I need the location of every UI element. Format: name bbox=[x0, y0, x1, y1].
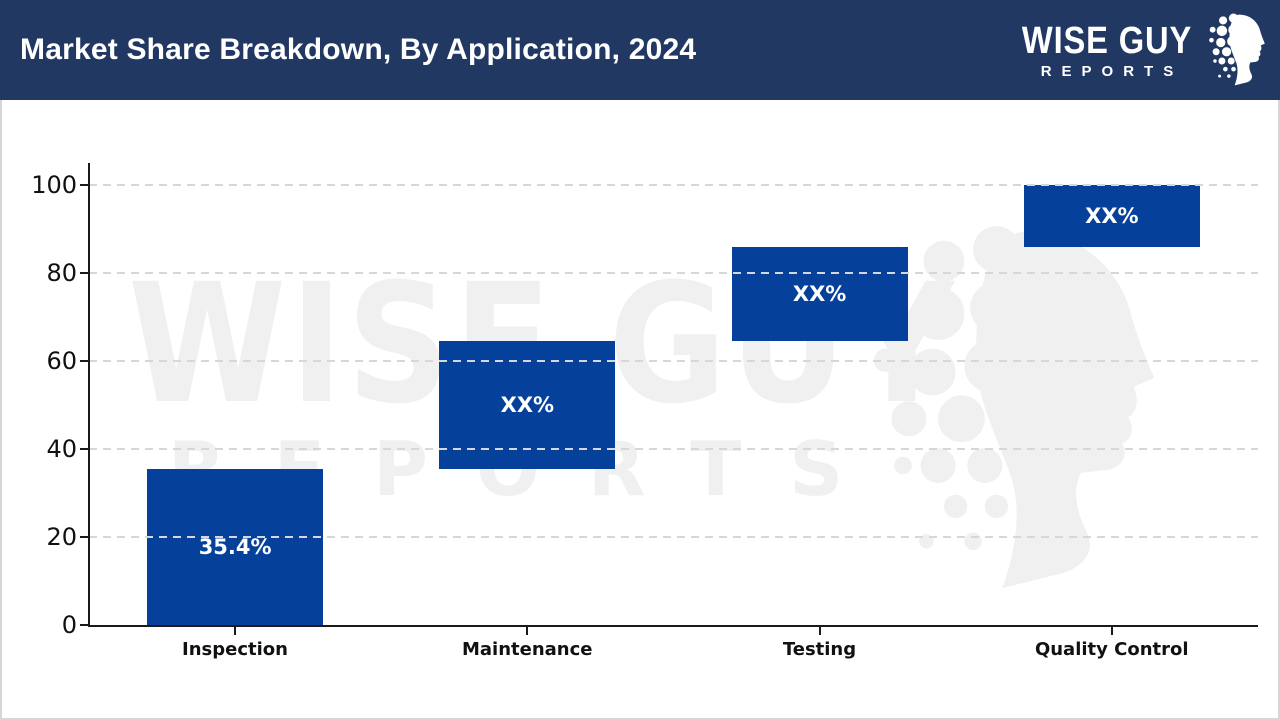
x-label-quality-control: Quality Control bbox=[1034, 639, 1189, 660]
gridline-100 bbox=[89, 184, 1258, 186]
bar-value-label-testing: XX% bbox=[792, 281, 847, 306]
logo-text: WISE GUY REPORTS bbox=[1008, 22, 1206, 79]
image-border-bottom bbox=[0, 718, 1280, 720]
header-bar: Market Share Breakdown, By Application, … bbox=[0, 0, 1280, 100]
dotted-head-logo-icon bbox=[1208, 12, 1266, 88]
watermark-dotted-head-icon bbox=[868, 220, 1160, 600]
y-label-80: 80 bbox=[46, 259, 77, 287]
y-label-0: 0 bbox=[61, 611, 77, 639]
y-tick-60 bbox=[80, 360, 88, 362]
x-axis-spine bbox=[88, 625, 1258, 627]
x-label-testing: Testing bbox=[782, 639, 857, 660]
logo-wise-guy-text: WISE GUY bbox=[1021, 19, 1193, 62]
x-tick-inspection bbox=[234, 627, 237, 635]
gridline-80 bbox=[89, 272, 1258, 274]
x-tick-maintenance bbox=[526, 627, 529, 635]
bar-testing: XX% bbox=[731, 247, 908, 341]
wise-guy-reports-logo: WISE GUY REPORTS bbox=[1008, 12, 1266, 88]
x-label-maintenance: Maintenance bbox=[461, 639, 593, 660]
y-axis-spine bbox=[88, 163, 90, 627]
bar-maintenance: XX% bbox=[439, 340, 616, 470]
y-tick-100 bbox=[80, 184, 88, 186]
bar-inspection: 35.4% bbox=[147, 469, 324, 625]
y-label-60: 60 bbox=[46, 347, 77, 375]
image-border-right bbox=[1278, 100, 1280, 720]
y-tick-80 bbox=[80, 272, 88, 274]
logo-reports-text: REPORTS bbox=[1040, 62, 1184, 80]
y-tick-40 bbox=[80, 448, 88, 450]
bar-value-label-maintenance: XX% bbox=[500, 392, 555, 417]
y-label-100: 100 bbox=[31, 171, 77, 199]
gridline-40 bbox=[89, 448, 1258, 450]
chart-title: Market Share Breakdown, By Application, … bbox=[20, 33, 697, 66]
image-border-left bbox=[0, 100, 2, 720]
x-tick-quality-control bbox=[1110, 627, 1113, 635]
y-label-40: 40 bbox=[46, 435, 77, 463]
x-tick-testing bbox=[818, 627, 821, 635]
y-label-20: 20 bbox=[46, 523, 77, 551]
bar-quality-control: XX% bbox=[1023, 185, 1200, 248]
bar-value-label-inspection: 35.4% bbox=[198, 535, 272, 560]
y-tick-20 bbox=[80, 536, 88, 538]
gridline-20 bbox=[89, 536, 1258, 538]
bar-value-label-quality-control: XX% bbox=[1085, 204, 1139, 229]
y-tick-0 bbox=[80, 624, 88, 626]
x-label-inspection: Inspection bbox=[182, 639, 288, 660]
gridline-60 bbox=[89, 360, 1258, 362]
